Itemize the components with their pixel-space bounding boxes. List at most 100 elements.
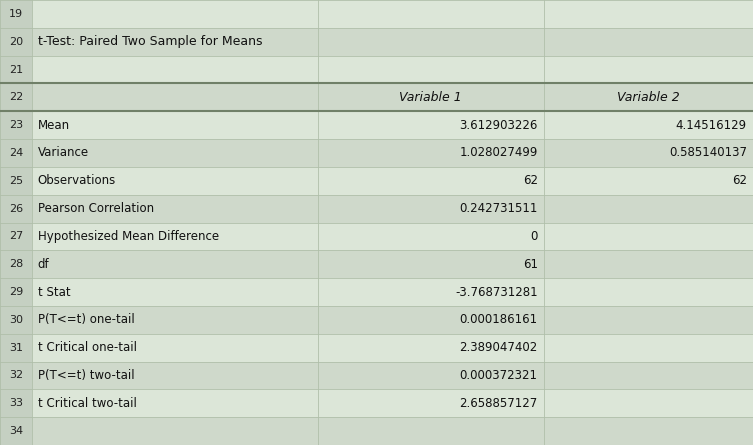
Text: 33: 33 [9,398,23,408]
Bar [318,28,544,56]
Text: Mean: Mean [38,119,70,132]
Bar [0,0,32,28]
Bar [544,111,753,139]
Bar [32,195,318,222]
Bar [544,195,753,222]
Text: 0.000372321: 0.000372321 [459,369,538,382]
Bar [0,139,32,167]
Text: 61: 61 [523,258,538,271]
Bar [544,278,753,306]
Bar [318,139,544,167]
Bar [544,250,753,278]
Bar [318,195,544,222]
Bar [544,56,753,84]
Bar [0,334,32,361]
Text: 31: 31 [9,343,23,352]
Text: 0.000186161: 0.000186161 [459,313,538,326]
Bar [32,278,318,306]
Bar [544,389,753,417]
Bar [0,306,32,334]
Text: 1.028027499: 1.028027499 [459,146,538,159]
Bar [544,84,753,111]
Text: 22: 22 [9,93,23,102]
Text: 34: 34 [9,426,23,436]
Bar [318,222,544,250]
Bar [544,0,753,28]
Bar [544,306,753,334]
Bar [318,278,544,306]
Bar [318,250,544,278]
Text: 30: 30 [9,315,23,325]
Text: Variance: Variance [38,146,89,159]
Bar [0,195,32,222]
Bar [32,222,318,250]
Bar [544,417,753,445]
Text: 28: 28 [9,259,23,269]
Bar [318,167,544,195]
Text: 25: 25 [9,176,23,186]
Text: 2.389047402: 2.389047402 [459,341,538,354]
Bar [32,334,318,361]
Text: 0: 0 [530,230,538,243]
Bar [0,389,32,417]
Bar [32,417,318,445]
Bar [544,361,753,389]
Text: 62: 62 [732,174,747,187]
Text: 0.242731511: 0.242731511 [459,202,538,215]
Text: P(T<=t) one-tail: P(T<=t) one-tail [38,313,134,326]
Bar [32,139,318,167]
Text: Pearson Correlation: Pearson Correlation [38,202,154,215]
Bar [0,28,32,56]
Text: 20: 20 [9,37,23,47]
Text: 26: 26 [9,204,23,214]
Bar [32,389,318,417]
Text: 32: 32 [9,371,23,380]
Text: df: df [38,258,49,271]
Bar [0,361,32,389]
Bar [0,56,32,84]
Bar [32,111,318,139]
Bar [318,0,544,28]
Text: t Stat: t Stat [38,286,70,299]
Bar [32,167,318,195]
Text: 24: 24 [9,148,23,158]
Bar [544,167,753,195]
Text: 2.658857127: 2.658857127 [459,397,538,410]
Bar [318,417,544,445]
Bar [32,56,318,84]
Bar [32,250,318,278]
Bar [544,222,753,250]
Text: P(T<=t) two-tail: P(T<=t) two-tail [38,369,134,382]
Bar [0,250,32,278]
Bar [0,278,32,306]
Bar [0,84,32,111]
Text: Variable 2: Variable 2 [617,91,680,104]
Text: 29: 29 [9,287,23,297]
Text: Observations: Observations [38,174,116,187]
Text: Hypothesized Mean Difference: Hypothesized Mean Difference [38,230,219,243]
Bar [32,361,318,389]
Text: 27: 27 [9,231,23,241]
Bar [318,56,544,84]
Bar [32,84,318,111]
Bar [32,306,318,334]
Bar [0,167,32,195]
Bar [318,334,544,361]
Bar [32,0,318,28]
Bar [318,111,544,139]
Bar [544,139,753,167]
Bar [32,28,318,56]
Bar [318,389,544,417]
Text: -3.768731281: -3.768731281 [455,286,538,299]
Bar [318,361,544,389]
Text: 23: 23 [9,120,23,130]
Text: 3.612903226: 3.612903226 [459,119,538,132]
Bar [544,334,753,361]
Text: 4.14516129: 4.14516129 [676,119,747,132]
Bar [0,111,32,139]
Text: 21: 21 [9,65,23,74]
Text: 19: 19 [9,9,23,19]
Bar [544,28,753,56]
Text: Variable 1: Variable 1 [399,91,462,104]
Bar [318,84,544,111]
